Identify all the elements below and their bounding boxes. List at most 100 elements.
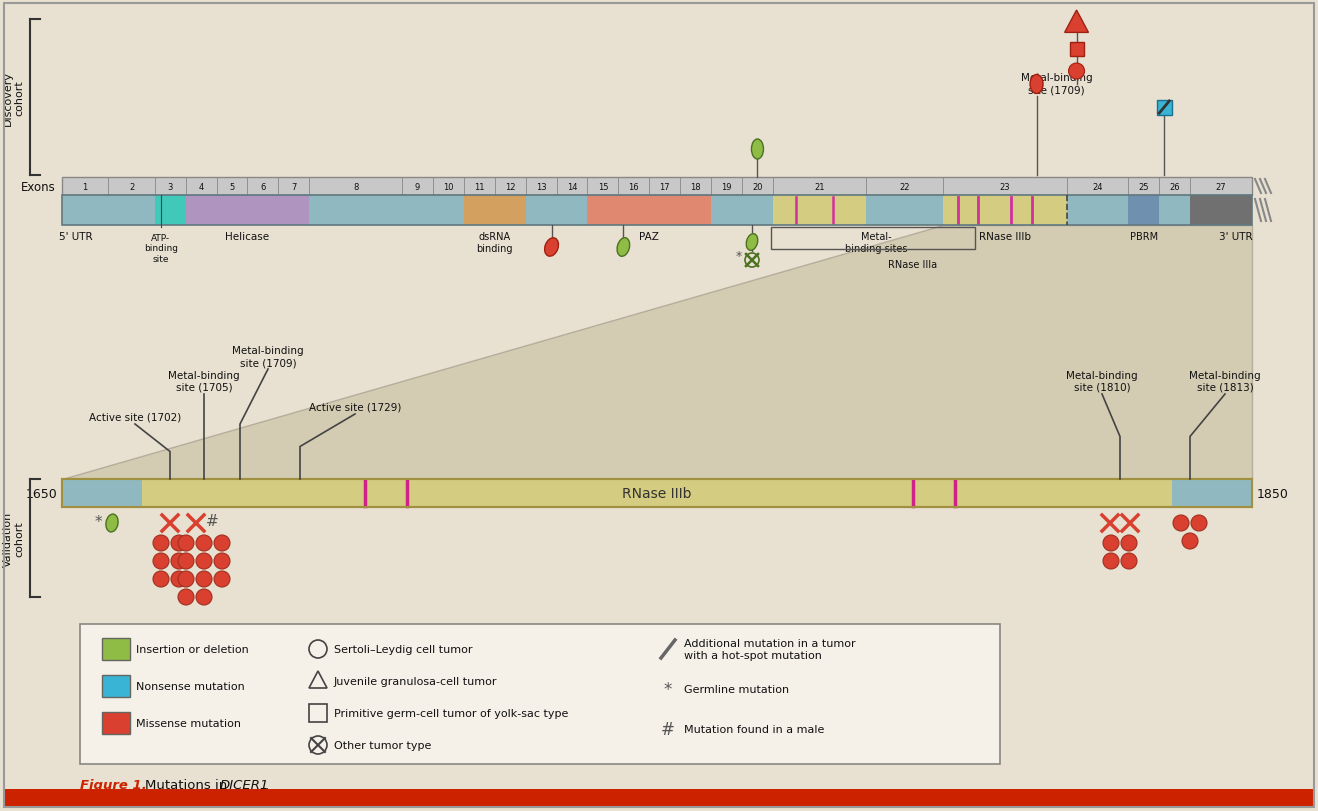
Text: 1850: 1850	[1257, 487, 1289, 500]
Text: 27: 27	[1215, 182, 1227, 191]
Bar	[101, 712, 130, 734]
Text: Exons: Exons	[21, 180, 55, 193]
Text: Primitive germ-cell tumor of yolk-sac type: Primitive germ-cell tumor of yolk-sac ty…	[333, 708, 568, 718]
Text: 2: 2	[129, 182, 134, 191]
Bar	[62, 479, 142, 508]
Text: Nonsense mutation: Nonsense mutation	[136, 681, 245, 691]
Bar	[62, 195, 154, 225]
Bar	[1157, 101, 1172, 115]
Bar	[186, 195, 310, 225]
Circle shape	[178, 590, 194, 605]
Bar	[62, 479, 1252, 508]
Circle shape	[196, 535, 212, 551]
Ellipse shape	[746, 234, 758, 251]
Bar	[62, 479, 1252, 508]
Circle shape	[214, 553, 231, 569]
Text: 4: 4	[199, 182, 204, 191]
Text: Metal-
binding sites: Metal- binding sites	[845, 232, 907, 253]
Text: 6: 6	[260, 182, 266, 191]
Text: #: #	[206, 514, 219, 529]
Text: ATP-
binding
site: ATP- binding site	[144, 234, 178, 264]
Text: Figure 1.: Figure 1.	[80, 778, 146, 791]
Ellipse shape	[617, 238, 630, 257]
Bar	[1190, 195, 1252, 225]
Text: 19: 19	[721, 182, 731, 191]
Text: Mutations in: Mutations in	[145, 778, 232, 791]
Circle shape	[196, 590, 212, 605]
Text: Germline mutation: Germline mutation	[684, 684, 789, 694]
Text: Sertoli–Leydig cell tumor: Sertoli–Leydig cell tumor	[333, 644, 472, 654]
Bar	[942, 195, 1066, 225]
Circle shape	[153, 571, 169, 587]
Text: 14: 14	[567, 182, 577, 191]
Bar	[526, 195, 588, 225]
Ellipse shape	[105, 514, 119, 532]
Bar	[772, 195, 866, 225]
Circle shape	[214, 535, 231, 551]
Text: 21: 21	[815, 182, 825, 191]
Text: Juvenile granulosa-cell tumor: Juvenile granulosa-cell tumor	[333, 676, 497, 686]
Circle shape	[1191, 515, 1207, 531]
Text: Metal-binding
site (1813): Metal-binding site (1813)	[1189, 371, 1261, 393]
Circle shape	[196, 571, 212, 587]
Text: PAZ: PAZ	[639, 232, 659, 242]
Text: 7: 7	[291, 182, 297, 191]
Text: Active site (1729): Active site (1729)	[308, 402, 401, 413]
Text: #: #	[662, 720, 675, 738]
Text: 22: 22	[899, 182, 909, 191]
Text: 26: 26	[1169, 182, 1180, 191]
Bar	[4, 789, 1314, 807]
Text: .: .	[265, 778, 269, 791]
Text: Metal-binding
site (1709): Metal-binding site (1709)	[232, 346, 304, 367]
Bar	[1069, 43, 1083, 57]
Text: 16: 16	[629, 182, 639, 191]
Text: *: *	[735, 249, 742, 262]
Text: RNase IIIb: RNase IIIb	[622, 487, 692, 500]
Text: Insertion or deletion: Insertion or deletion	[136, 644, 249, 654]
Bar	[464, 195, 526, 225]
Bar	[80, 624, 1000, 764]
Text: Active site (1702): Active site (1702)	[88, 413, 181, 423]
Bar	[771, 228, 975, 250]
Circle shape	[178, 535, 194, 551]
Text: 15: 15	[597, 182, 608, 191]
Bar	[310, 195, 464, 225]
Bar	[588, 195, 712, 225]
Text: 18: 18	[691, 182, 701, 191]
Text: 5: 5	[229, 182, 235, 191]
Text: Additional mutation in a tumor
with a hot-spot mutation: Additional mutation in a tumor with a ho…	[684, 638, 855, 660]
Text: Validation
cohort: Validation cohort	[3, 511, 25, 566]
Bar	[1160, 195, 1190, 225]
Bar	[1066, 195, 1128, 225]
Text: RNase IIIb: RNase IIIb	[979, 232, 1031, 242]
Text: Other tumor type: Other tumor type	[333, 740, 431, 750]
Bar	[1128, 195, 1160, 225]
Text: 13: 13	[536, 182, 547, 191]
Bar	[101, 676, 130, 697]
Text: RNase IIIa: RNase IIIa	[888, 260, 937, 270]
Circle shape	[171, 553, 187, 569]
Text: Missense mutation: Missense mutation	[136, 718, 241, 728]
Circle shape	[1103, 535, 1119, 551]
Bar	[1172, 479, 1252, 508]
Text: *: *	[664, 680, 672, 698]
Bar	[154, 195, 186, 225]
Text: 20: 20	[753, 182, 763, 191]
Text: Metal-binding
site (1709): Metal-binding site (1709)	[1020, 73, 1093, 95]
Text: 5' UTR: 5' UTR	[59, 232, 92, 242]
Text: Discovery
cohort: Discovery cohort	[3, 71, 25, 126]
Text: DICER1: DICER1	[220, 778, 269, 791]
Circle shape	[153, 535, 169, 551]
Text: 3' UTR: 3' UTR	[1219, 232, 1253, 242]
Text: 8: 8	[353, 182, 358, 191]
Circle shape	[1173, 515, 1189, 531]
Ellipse shape	[544, 238, 559, 257]
Text: 12: 12	[505, 182, 515, 191]
Text: 23: 23	[999, 182, 1010, 191]
Text: 17: 17	[659, 182, 670, 191]
Circle shape	[178, 571, 194, 587]
Text: 25: 25	[1139, 182, 1149, 191]
Text: 3: 3	[167, 182, 173, 191]
Text: *: *	[94, 514, 101, 529]
Bar	[712, 195, 772, 225]
